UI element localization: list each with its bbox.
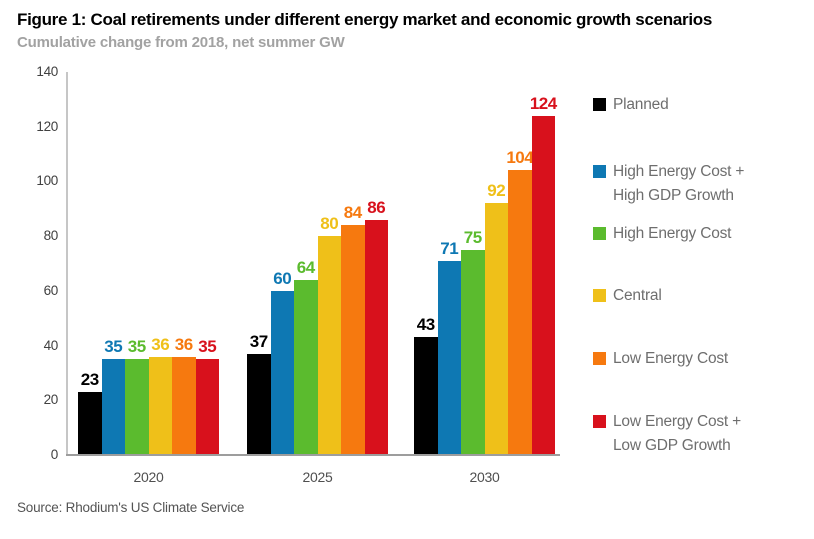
bar-value-label-2030-high-energy-cost: 75: [463, 227, 482, 247]
legend-swatch-central: [593, 289, 606, 302]
y-tick-label-20: 20: [43, 392, 59, 408]
bar-2020-low-energy-cost-low-gdp-growth: [195, 359, 219, 455]
bar-value-label-2030-planned: 43: [416, 315, 435, 335]
legend-item-high-energy-cost: High Energy Cost: [593, 222, 731, 246]
bar-2020-central: [148, 356, 172, 455]
bar-value-label-2030-low-energy-cost-low-gdp-growth: 124: [529, 93, 557, 113]
bar-2020-high-energy-cost: [125, 359, 149, 455]
y-tick-label-100: 100: [36, 173, 58, 189]
bar-2020-low-energy-cost: [172, 356, 196, 455]
legend-swatch-high-energy-cost-high-gdp-growth: [593, 165, 606, 178]
bar-value-label-2020-low-energy-cost-low-gdp-growth: 35: [198, 337, 217, 357]
legend-swatch-low-energy-cost: [593, 352, 606, 365]
figure-header: Figure 1: Coal retirements under differe…: [17, 10, 712, 51]
bar-2025-low-energy-cost: [341, 225, 365, 455]
bar-value-label-2025-high-energy-cost: 64: [296, 257, 315, 277]
legend-label-low-energy-cost-low-gdp-growth: Low Energy Cost + Low GDP Growth: [613, 413, 741, 454]
bar-value-label-2020-planned: 23: [80, 370, 99, 390]
y-axis-line: [66, 72, 68, 455]
y-tick-label-140: 140: [36, 64, 58, 79]
x-axis-line: [66, 454, 560, 456]
legend-label-low-energy-cost: Low Energy Cost: [613, 350, 729, 367]
legend-swatch-planned: [593, 98, 606, 111]
source-note: Source: Rhodium's US Climate Service: [17, 500, 245, 515]
bar-2030-high-energy-cost: [461, 249, 485, 455]
bar-2030-low-energy-cost-low-gdp-growth: [531, 115, 555, 455]
bar-value-label-2020-high-energy-cost-high-gdp-growth: 35: [104, 337, 123, 357]
bar-2025-low-energy-cost-low-gdp-growth: [364, 219, 388, 455]
bar-2030-high-energy-cost-high-gdp-growth: [437, 260, 461, 455]
bar-value-label-2025-central: 80: [320, 214, 339, 234]
legend-item-low-energy-cost-low-gdp-growth: Low Energy Cost + Low GDP Growth: [593, 410, 741, 458]
figure-subtitle: Cumulative change from 2018, net summer …: [17, 34, 345, 51]
bar-2030-low-energy-cost: [508, 170, 532, 455]
legend-label-high-energy-cost: High Energy Cost: [613, 225, 732, 242]
x-axis-label-2020: 2020: [133, 469, 164, 485]
bar-2020-high-energy-cost-high-gdp-growth: [101, 359, 125, 455]
legend-label-central: Central: [613, 287, 662, 304]
bar-2020-planned: [78, 392, 102, 455]
bar-2025-planned: [247, 353, 271, 455]
legend-item-planned: Planned: [593, 93, 669, 117]
bar-value-label-2025-low-energy-cost: 84: [343, 203, 362, 223]
bar-value-label-2030-low-energy-cost: 104: [506, 148, 534, 168]
legend-item-high-energy-cost-high-gdp-growth: High Energy Cost + High GDP Growth: [593, 160, 744, 208]
bar-value-label-2025-low-energy-cost-low-gdp-growth: 86: [367, 197, 386, 217]
bar-2025-high-energy-cost-high-gdp-growth: [270, 290, 294, 455]
y-tick-label-60: 60: [43, 282, 59, 298]
legend-label-planned: Planned: [613, 96, 669, 113]
bar-value-label-2030-high-energy-cost-high-gdp-growth: 71: [440, 238, 459, 258]
y-tick-label-40: 40: [43, 337, 59, 353]
legend-item-low-energy-cost: Low Energy Cost: [593, 347, 728, 371]
bar-value-label-2020-central: 36: [151, 334, 170, 354]
y-tick-label-120: 120: [36, 118, 58, 134]
bar-value-label-2020-low-energy-cost: 36: [174, 334, 193, 354]
bar-2030-planned: [414, 337, 438, 455]
x-axis-label-2030: 2030: [469, 469, 500, 485]
bar-2025-central: [317, 236, 341, 455]
bar-value-label-2025-high-energy-cost-high-gdp-growth: 60: [273, 268, 292, 288]
legend-swatch-high-energy-cost: [593, 227, 606, 240]
y-tick-label-0: 0: [50, 447, 59, 462]
bar-value-label-2020-high-energy-cost: 35: [127, 337, 146, 357]
legend-swatch-low-energy-cost-low-gdp-growth: [593, 415, 606, 428]
figure-title: Figure 1: Coal retirements under differe…: [17, 10, 712, 29]
y-tick-label-80: 80: [43, 228, 59, 244]
bar-value-label-2025-planned: 37: [249, 331, 268, 351]
bar-value-label-2030-central: 92: [487, 181, 506, 201]
x-axis-label-2025: 2025: [302, 469, 333, 485]
bar-2030-central: [484, 203, 508, 455]
legend-label-high-energy-cost-high-gdp-growth: High Energy Cost + High GDP Growth: [613, 163, 745, 204]
legend-item-central: Central: [593, 284, 662, 308]
bar-2025-high-energy-cost: [294, 279, 318, 455]
